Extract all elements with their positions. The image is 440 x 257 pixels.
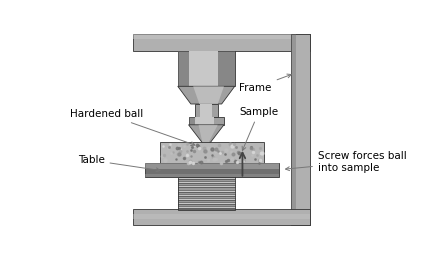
Polygon shape [178,196,235,198]
Polygon shape [178,179,235,181]
Bar [291,34,310,225]
Polygon shape [178,183,235,185]
Polygon shape [178,188,235,190]
Bar [145,163,279,177]
Bar [160,142,264,165]
Polygon shape [178,185,235,188]
Bar [194,117,214,125]
Bar [145,163,279,169]
Bar [200,104,213,117]
Text: Table: Table [78,155,160,172]
Polygon shape [178,208,235,210]
Polygon shape [178,202,235,204]
Polygon shape [178,177,235,179]
Polygon shape [189,125,224,145]
Bar [218,51,235,86]
Bar [178,51,235,86]
Bar [178,51,189,86]
Polygon shape [178,86,235,104]
Polygon shape [178,204,235,206]
Polygon shape [193,86,224,104]
Bar [291,34,296,225]
Bar [133,214,310,219]
Text: Frame: Frame [239,74,291,93]
Polygon shape [178,198,235,200]
Text: Sample: Sample [239,107,279,151]
Bar [133,209,310,225]
Polygon shape [178,194,235,196]
Polygon shape [198,125,218,142]
Bar [189,117,194,125]
Polygon shape [178,206,235,208]
Polygon shape [178,181,235,183]
Polygon shape [178,192,235,194]
Polygon shape [178,190,235,192]
Bar [194,104,218,117]
Circle shape [204,144,209,149]
Text: Hardened ball: Hardened ball [70,109,195,146]
Bar [133,34,310,39]
Bar [189,51,218,86]
Bar [133,34,310,51]
Bar [178,177,235,210]
Bar [189,117,224,125]
Text: Screw forces ball
into sample: Screw forces ball into sample [286,151,407,172]
Polygon shape [178,200,235,202]
Bar [145,174,279,177]
